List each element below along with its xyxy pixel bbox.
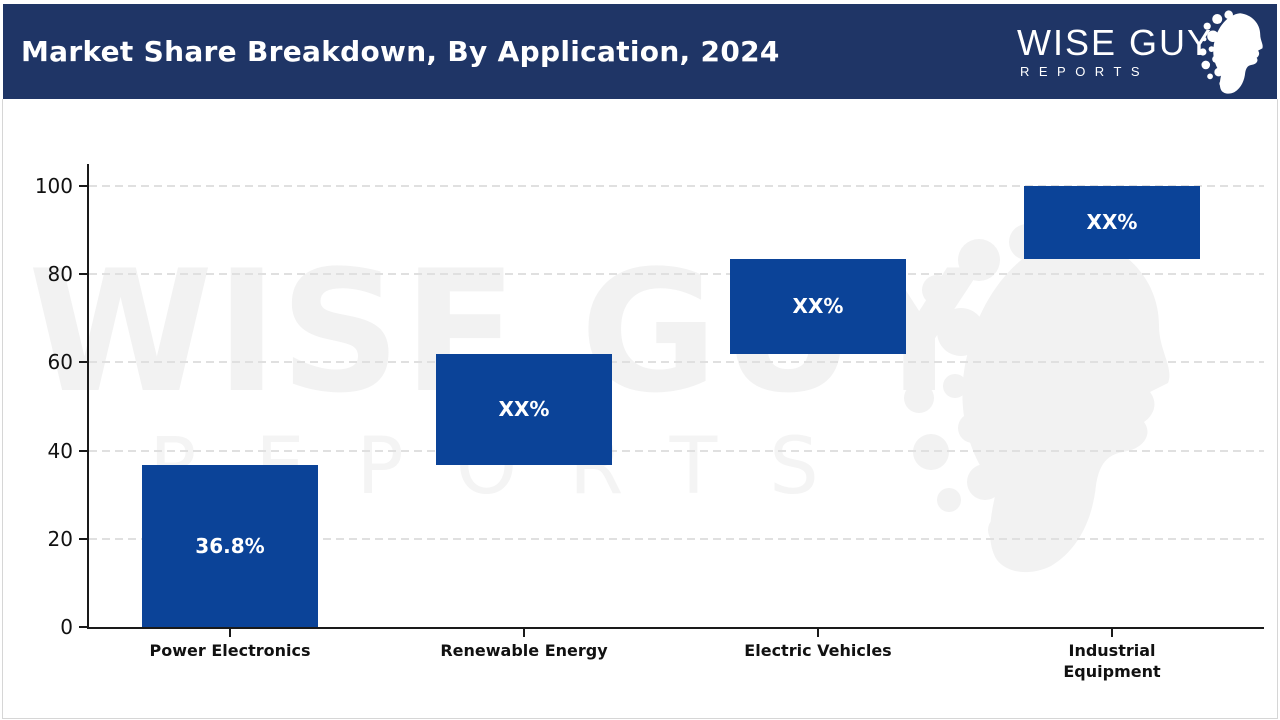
- logo-text: WISE GUY REPORTS: [1016, 21, 1213, 79]
- gridline-80: [89, 273, 1264, 276]
- y-tick-label-20: 20: [47, 526, 73, 551]
- x-axis-tick-0: [229, 629, 231, 637]
- x-axis-tick-1: [523, 629, 525, 637]
- x-category-label-1: Renewable Energy: [440, 641, 608, 660]
- y-tick-label-100: 100: [34, 174, 73, 198]
- y-tick-label-80: 80: [47, 262, 73, 287]
- bar-electric-vehicles: XX%: [730, 258, 906, 354]
- y-axis-tick-40: [79, 449, 88, 452]
- gridline-100: [89, 185, 1264, 187]
- y-tick-label-60: 60: [47, 350, 73, 375]
- logo-subtext: REPORTS: [1019, 63, 1150, 79]
- bar-industrial-equipment: XX%: [1024, 186, 1200, 259]
- header: Market Share Breakdown, By Application, …: [3, 4, 1277, 99]
- logo-head-icon: [1199, 9, 1263, 94]
- x-axis-tick-3: [1111, 629, 1113, 637]
- gridline-60: [89, 361, 1264, 364]
- x-axis-tick-2: [817, 629, 819, 637]
- y-axis-tick-20: [79, 537, 88, 540]
- x-axis-line: [87, 627, 1264, 629]
- y-axis-tick-60: [79, 361, 88, 364]
- gridline-40: [89, 449, 1264, 452]
- page-title: Market Share Breakdown, By Application, …: [21, 35, 780, 68]
- y-axis-tick-100: [79, 185, 88, 187]
- x-category-label-3: Industrial Equipment: [1063, 641, 1161, 681]
- wise-guy-reports-logo: WISE GUY REPORTS: [1017, 9, 1277, 95]
- bar-value-label: 36.8%: [195, 533, 265, 558]
- y-axis-tick-0: [79, 626, 88, 628]
- y-axis-tick-80: [79, 273, 88, 276]
- bar-value-label: XX%: [792, 294, 844, 319]
- x-category-label-2: Electric Vehicles: [744, 641, 892, 660]
- bar-power-electronics: 36.8%: [142, 464, 318, 627]
- gridline-20: [89, 537, 1264, 540]
- y-tick-label-40: 40: [47, 438, 73, 463]
- bar-value-label: XX%: [498, 397, 550, 422]
- y-axis-line: [87, 164, 89, 629]
- bar-value-label: XX%: [1086, 210, 1138, 235]
- bar-renewable-energy: XX%: [436, 353, 612, 465]
- x-category-label-0: Power Electronics: [149, 641, 311, 660]
- y-tick-label-0: 0: [60, 615, 73, 639]
- logo-wordmark: WISE GUY: [1016, 21, 1213, 63]
